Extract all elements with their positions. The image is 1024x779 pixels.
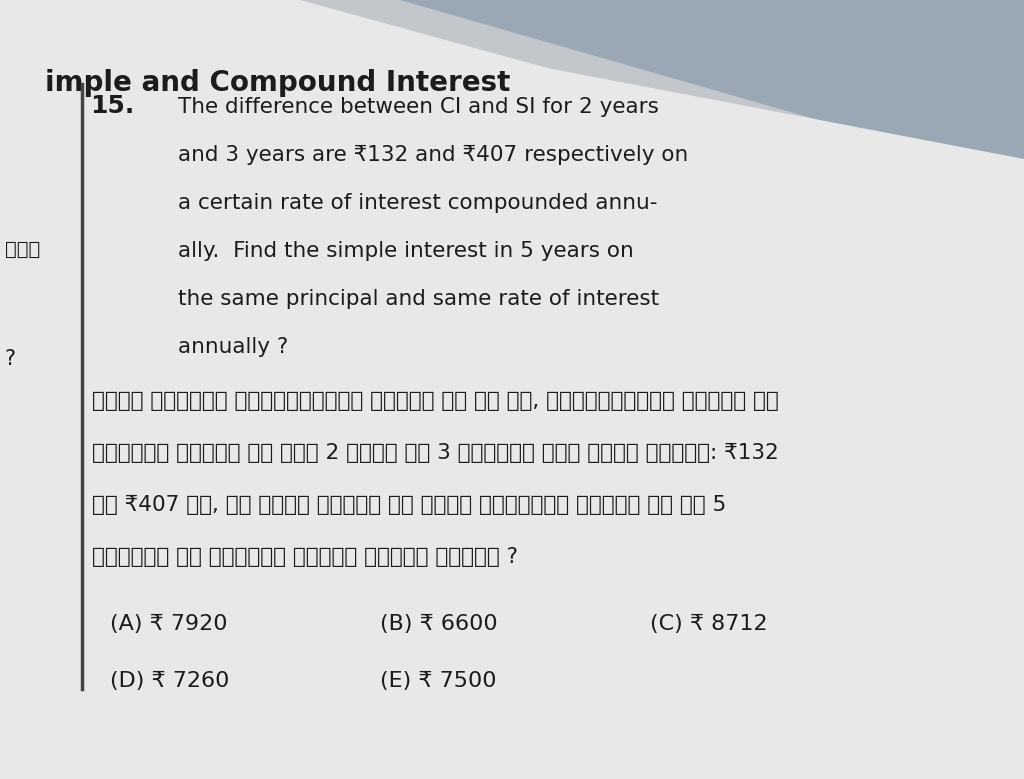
Text: ally.  Find the simple interest in 5 years on: ally. Find the simple interest in 5 year…: [178, 241, 634, 261]
Text: और ₹407 है, तो समान मूलधन और समान वार्षिक ब्याज दर पर 5: और ₹407 है, तो समान मूलधन और समान वार्षि…: [92, 495, 726, 515]
Text: (C) ₹ 8712: (C) ₹ 8712: [650, 614, 768, 634]
Text: a certain rate of interest compounded annu-: a certain rate of interest compounded an…: [178, 193, 657, 213]
Text: किसी निश्चत चक्रवृद्धि ब्याज की दर पर, चक्रवृद्धि ब्याज और: किसी निश्चत चक्रवृद्धि ब्याज की दर पर, च…: [92, 391, 778, 411]
Text: annually ?: annually ?: [178, 337, 288, 357]
Text: साधारण ब्याज के बीच 2 वर्ष और 3 वर्षों में अंतर क्रमश: ₹132: साधारण ब्याज के बीच 2 वर्ष और 3 वर्षों म…: [92, 443, 778, 463]
Text: imple and Compound Interest: imple and Compound Interest: [45, 69, 510, 97]
Text: The difference between CI and SI for 2 years: The difference between CI and SI for 2 y…: [178, 97, 658, 117]
Polygon shape: [400, 0, 1024, 179]
Text: 15.: 15.: [90, 94, 134, 118]
Text: द्ध: द्ध: [5, 239, 40, 259]
Text: वर्षों का साधारण ब्याज ज्ञात कीजिए ?: वर्षों का साधारण ब्याज ज्ञात कीजिए ?: [92, 547, 518, 567]
Text: (D) ₹ 7260: (D) ₹ 7260: [110, 671, 229, 691]
Text: (E) ₹ 7500: (E) ₹ 7500: [380, 671, 497, 691]
Polygon shape: [0, 0, 1024, 199]
Text: (B) ₹ 6600: (B) ₹ 6600: [380, 614, 498, 634]
Text: (A) ₹ 7920: (A) ₹ 7920: [110, 614, 227, 634]
Text: and 3 years are ₹132 and ₹407 respectively on: and 3 years are ₹132 and ₹407 respective…: [178, 145, 688, 165]
Text: ?: ?: [5, 349, 16, 369]
Text: the same principal and same rate of interest: the same principal and same rate of inte…: [178, 289, 659, 309]
